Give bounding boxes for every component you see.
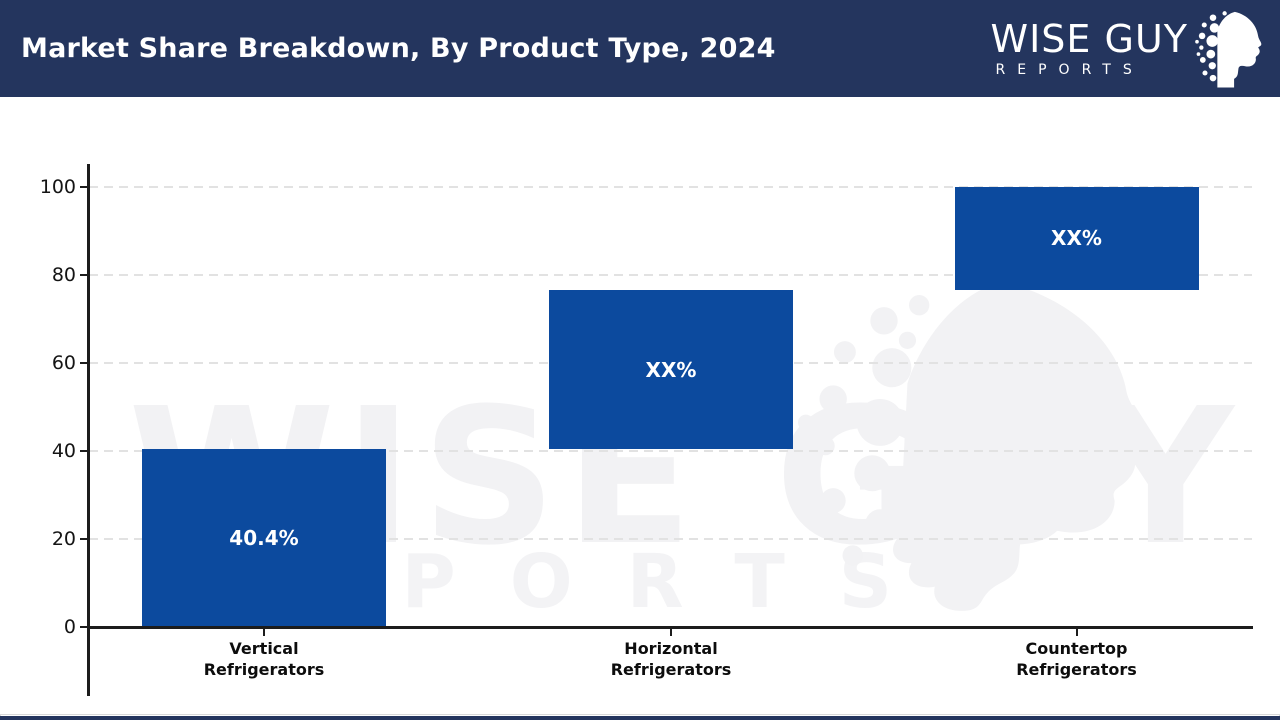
y-axis-tick-label: 80 (51, 264, 76, 286)
page-title: Market Share Breakdown, By Product Type,… (21, 33, 776, 64)
y-axis-tick-label: 20 (51, 528, 76, 550)
x-axis-baseline (87, 626, 1253, 629)
bar-value-label: XX% (1051, 226, 1102, 251)
y-axis-tick (80, 538, 88, 540)
x-axis-tick (263, 628, 265, 636)
bar-value-label: 40.4% (229, 526, 299, 551)
face-profile-logo-icon (1195, 10, 1262, 88)
y-axis-tick (80, 186, 88, 188)
gridline (89, 450, 1252, 452)
bar-segment: XX% (954, 187, 1199, 290)
bar-segment: 40.4% (142, 449, 386, 627)
gridline (89, 186, 1252, 188)
bar-segment: XX% (549, 289, 793, 450)
watermark-face-profile-icon (798, 281, 1144, 611)
x-category-label: Countertop Refrigerators (1016, 639, 1137, 679)
gridline (89, 538, 1252, 540)
x-category-label: Vertical Refrigerators (203, 639, 325, 679)
wise-guy-reports-logo: WISE GUY REPORTS (991, 9, 1266, 89)
bar-value-label: XX% (645, 357, 697, 382)
logo-subtext: REPORTS (995, 61, 1144, 78)
footer-divider (0, 714, 1280, 715)
y-axis-tick (80, 362, 88, 364)
gridline (89, 274, 1252, 276)
y-axis-tick-label: 60 (51, 352, 76, 374)
y-axis-tick (80, 450, 88, 452)
logo-wordmark: WISE GUY (990, 16, 1188, 61)
y-axis-tick-label: 100 (39, 176, 76, 198)
y-axis-tick-label: 40 (51, 440, 76, 462)
y-axis-tick-label: 0 (63, 616, 76, 638)
x-category-label: Horizontal Refrigerators (610, 639, 732, 679)
header-banner: Market Share Breakdown, By Product Type,… (0, 0, 1280, 97)
y-axis-tick (80, 626, 88, 628)
x-axis-tick (1075, 628, 1078, 636)
y-axis-tick (80, 274, 88, 276)
footer-accent-strip (0, 716, 1280, 720)
logo-text: WISE GUY REPORTS (991, 20, 1188, 78)
y-axis-spine (87, 164, 90, 696)
plot-area: WISE GUY REPORTS 0 20 40 60 80 100 40.4% XX% XX%… (0, 97, 1280, 715)
x-axis-tick (670, 628, 672, 636)
